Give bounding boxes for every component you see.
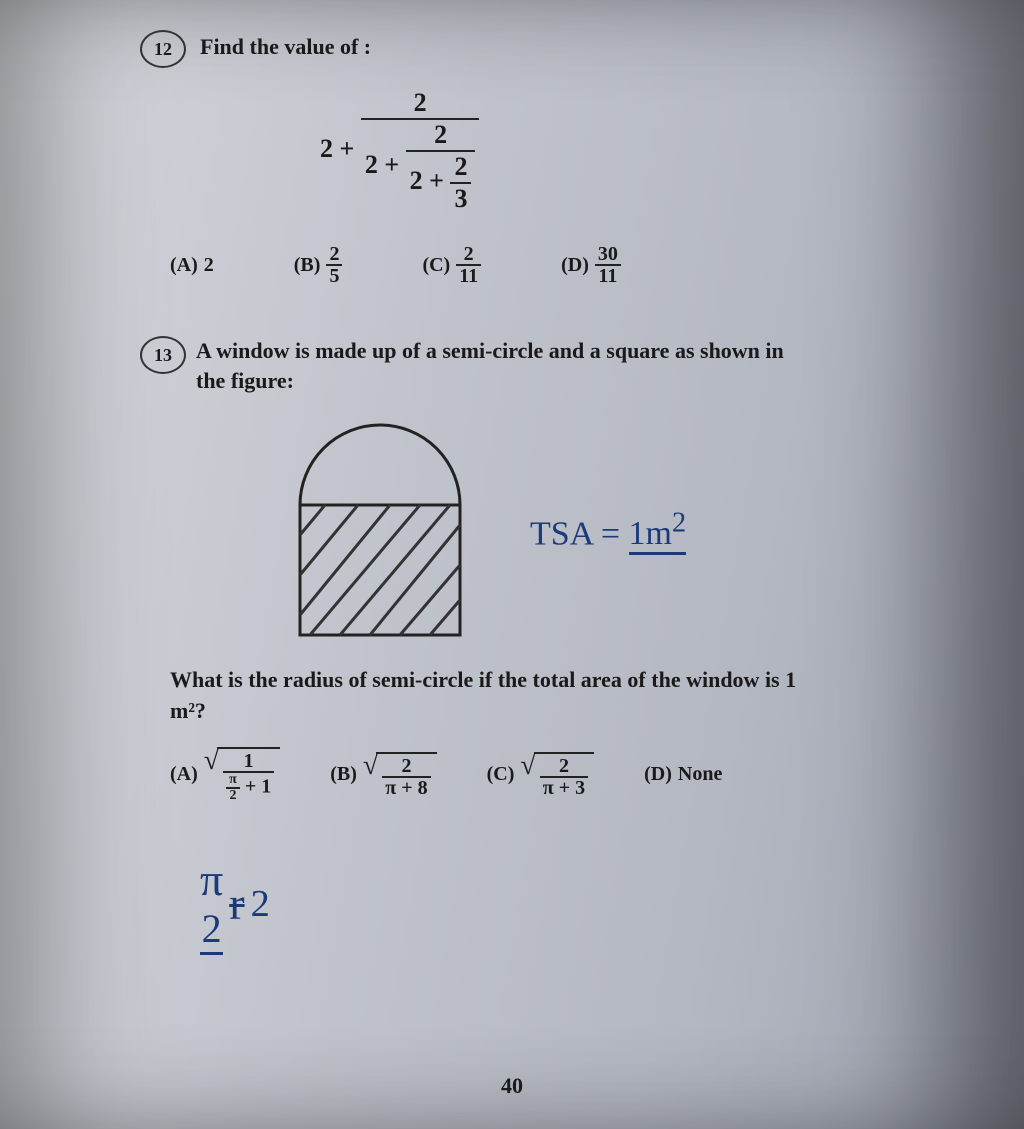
opt-c-den: 11 <box>456 266 481 286</box>
cf-mid-top: 2 <box>406 120 476 152</box>
opt-d-label: (D) <box>644 763 672 786</box>
opt-b-den: 5 <box>326 266 342 286</box>
q12-opt-d: (D) 30 11 <box>561 244 621 286</box>
cf-level1: 2 2 + 2 2 + 2 3 <box>361 88 480 214</box>
cf-inner-top: 2 <box>450 152 471 184</box>
opt-c-rad: 2 π + 3 <box>534 752 594 798</box>
tsa-note: TSA = 1m2 <box>530 508 686 553</box>
opt-d-val: None <box>678 763 722 786</box>
cf-inner-lead: 2 + <box>410 166 444 195</box>
q12-options: (A) 2 (B) 2 5 (C) 2 11 (D) 30 <box>170 244 880 286</box>
opt-a-den-frac: π 2 <box>226 773 240 803</box>
opt-a-label: (A) <box>170 254 198 277</box>
opt-b-sqrt: 2 π + 8 <box>363 752 437 798</box>
cf-den1: 2 + 2 2 + 2 3 <box>361 120 480 214</box>
q13-options: (A) 1 π 2 + 1 <box>170 747 880 803</box>
opt-a-rad: 1 π 2 + 1 <box>217 747 280 803</box>
cf-inner-bot: 3 <box>450 184 471 214</box>
hw-formula: π 2 r 2 <box>200 853 880 955</box>
opt-a-label: (A) <box>170 763 198 786</box>
tsa-1m: 1m <box>629 515 672 552</box>
opt-b-label: (B) <box>294 254 321 277</box>
opt-d-num: 30 <box>595 244 621 266</box>
opt-d-frac: 30 11 <box>595 244 621 286</box>
cf-top: 2 <box>361 88 480 120</box>
opt-c-label: (C) <box>422 254 450 277</box>
opt-a-den-pi: π <box>226 773 240 789</box>
q12-opt-c: (C) 2 11 <box>422 244 481 286</box>
tsa-sup: 2 <box>672 508 686 539</box>
q13-number: 13 <box>140 336 186 374</box>
hw-2: 2 <box>200 905 223 952</box>
cf-mid-lead: 2 + <box>365 150 399 179</box>
q12-expression: 2 + 2 2 + 2 2 + 2 3 <box>320 88 880 214</box>
page: 12 Find the value of : 2 + 2 2 + 2 2 + 2 <box>0 0 1024 1129</box>
q13-header: 13 A window is made up of a semi-circle … <box>140 336 880 395</box>
opt-c-label: (C) <box>487 763 515 786</box>
opt-b-frac: 2 π + 8 <box>382 756 430 798</box>
q13-figure-row: TSA = 1m2 <box>280 415 880 645</box>
cf-den2: 2 + 2 3 <box>406 152 476 214</box>
hw-pi: π <box>200 857 223 903</box>
opt-b-num: 2 <box>326 244 342 266</box>
opt-a-den: π 2 + 1 <box>223 773 274 803</box>
hw-r-struck: r <box>229 877 244 930</box>
window-figure <box>280 415 480 645</box>
opt-a-frac: 1 π 2 + 1 <box>223 751 274 803</box>
hw-sq: 2 <box>251 882 270 926</box>
q12-header: 12 Find the value of : <box>140 30 880 68</box>
cf-lead: 2 + <box>320 134 354 163</box>
q13-prompt: A window is made up of a semi-circle and… <box>196 336 796 395</box>
opt-c-den: π + 3 <box>540 778 588 798</box>
opt-c-num: 2 <box>540 756 588 778</box>
opt-c-num: 2 <box>456 244 481 266</box>
q12-number: 12 <box>140 30 186 68</box>
opt-b-num: 2 <box>382 756 430 778</box>
q12-prompt: Find the value of : <box>200 30 371 64</box>
opt-b-den: π + 8 <box>382 778 430 798</box>
opt-a-den-plus1: + 1 <box>245 776 271 798</box>
cf-level3: 2 3 <box>450 152 471 214</box>
q12-opt-b: (B) 2 5 <box>294 244 343 286</box>
q13-opt-c: (C) 2 π + 3 <box>487 752 595 798</box>
page-number: 40 <box>501 1073 523 1099</box>
q13-opt-d: (D) None <box>644 763 722 786</box>
q13-opt-b: (B) 2 π + 8 <box>330 752 436 798</box>
opt-b-label: (B) <box>330 763 357 786</box>
content-column: 12 Find the value of : 2 + 2 2 + 2 2 + 2 <box>140 30 880 955</box>
opt-d-label: (D) <box>561 254 589 277</box>
tsa-value: 1m2 <box>629 515 687 555</box>
opt-a-sqrt: 1 π 2 + 1 <box>204 747 280 803</box>
opt-a-den-2: 2 <box>226 789 240 803</box>
opt-c-frac: 2 π + 3 <box>540 756 588 798</box>
tsa-label: TSA = <box>530 515 620 552</box>
opt-c-sqrt: 2 π + 3 <box>520 752 594 798</box>
opt-b-rad: 2 π + 8 <box>376 752 436 798</box>
opt-c-frac: 2 11 <box>456 244 481 286</box>
opt-a-val: 2 <box>204 254 214 277</box>
q13-subquestion: What is the radius of semi-circle if the… <box>170 665 820 727</box>
opt-d-den: 11 <box>595 266 621 286</box>
cf-level2: 2 2 + 2 3 <box>406 120 476 214</box>
q12-opt-a: (A) 2 <box>170 244 214 286</box>
q13-opt-a: (A) 1 π 2 + 1 <box>170 747 280 803</box>
opt-a-num: 1 <box>223 751 274 773</box>
opt-b-frac: 2 5 <box>326 244 342 286</box>
